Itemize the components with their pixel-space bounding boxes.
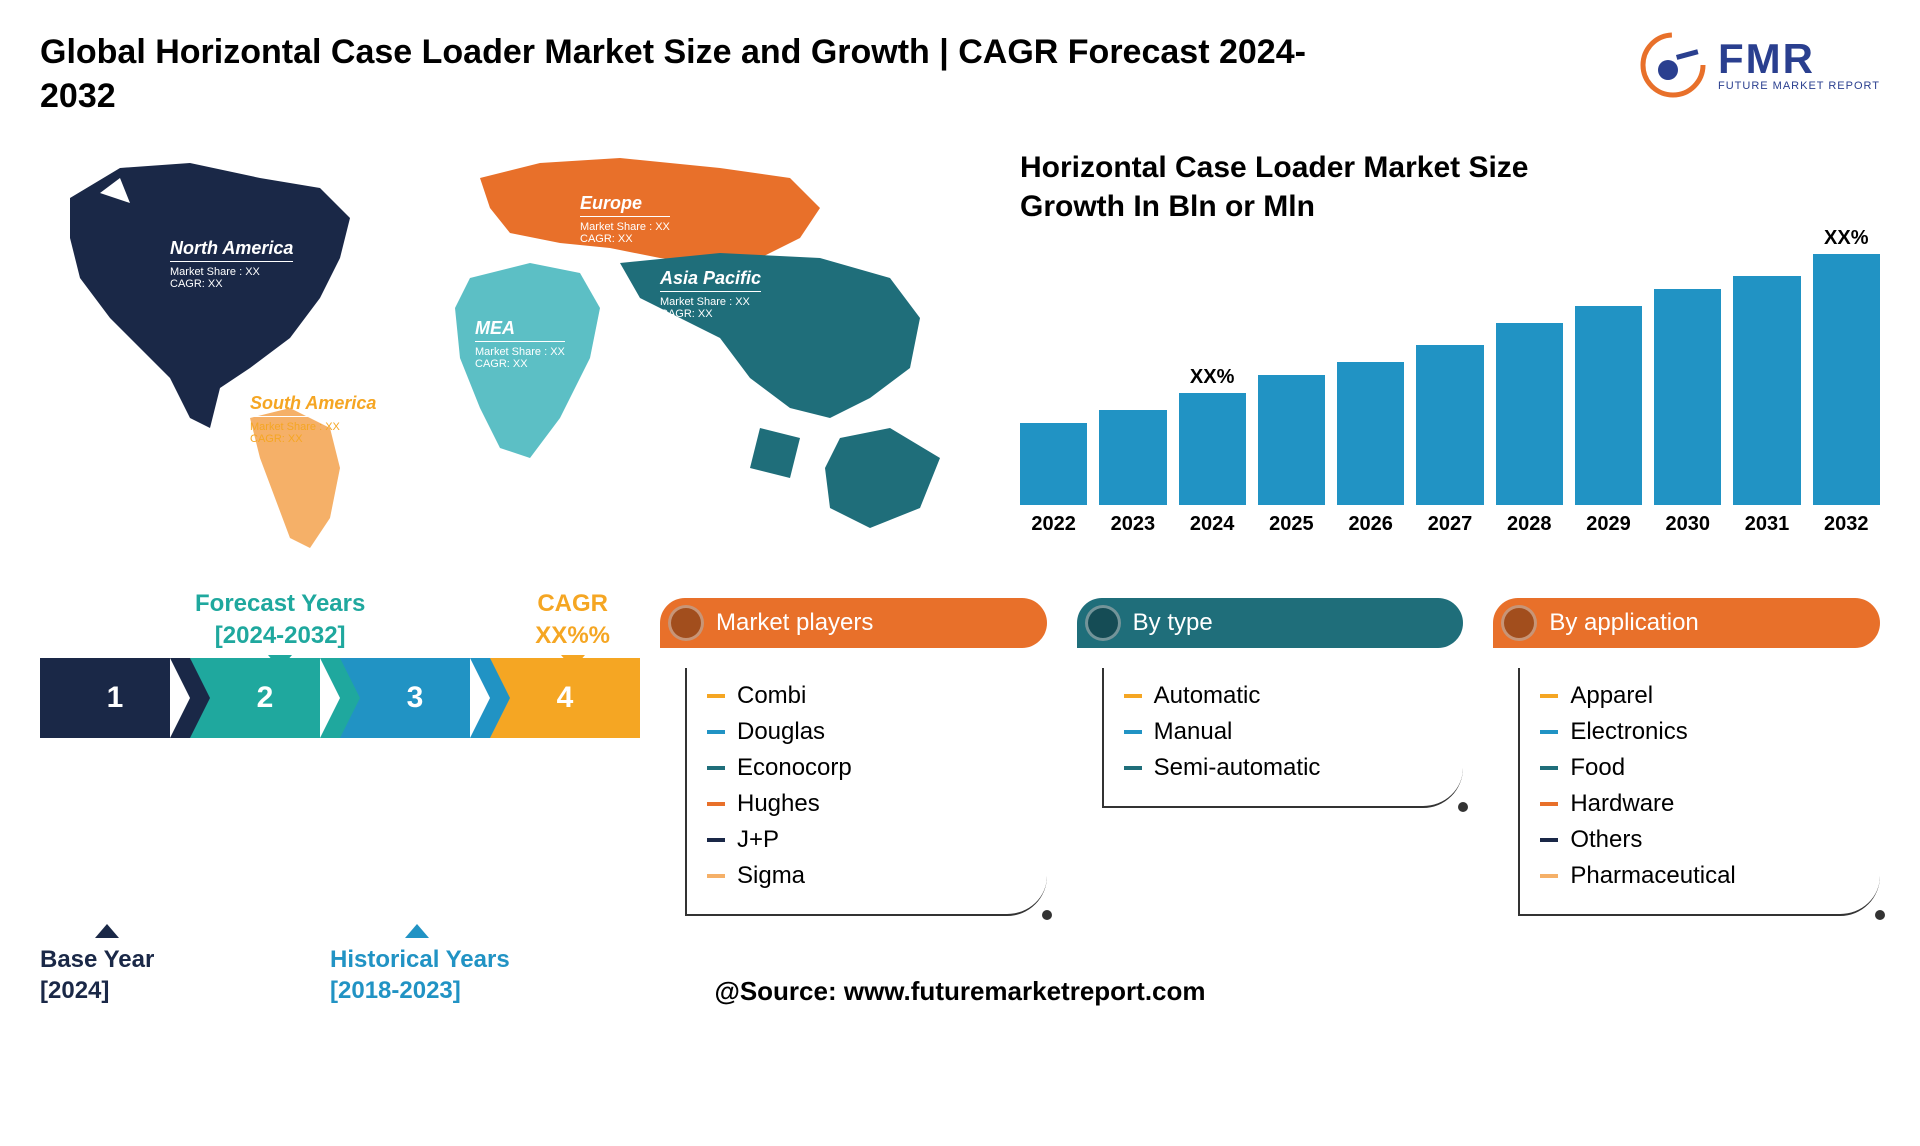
timeline-segment: 1 xyxy=(40,658,190,738)
bar: 2031 xyxy=(1733,276,1800,537)
list-item: Others xyxy=(1540,822,1880,858)
base-range: [2024] xyxy=(40,975,154,1006)
world-map: North AmericaMarket Share : XXCAGR: XX So… xyxy=(40,138,990,558)
bar: 2026 xyxy=(1337,362,1404,536)
category-header: By type xyxy=(1077,598,1464,648)
cagr-label: CAGR xyxy=(535,588,610,619)
bar: XX%2024 xyxy=(1179,393,1246,537)
bar: XX%2032 xyxy=(1813,254,1880,536)
bar: 2029 xyxy=(1575,306,1642,536)
bar: 2030 xyxy=(1654,289,1721,537)
source-text: @Source: www.futuremarketreport.com xyxy=(40,976,1880,1007)
list-item: Semi-automatic xyxy=(1124,750,1464,786)
list-item: Combi xyxy=(707,678,1047,714)
list-item: Sigma xyxy=(707,858,1047,894)
forecast-label: Forecast Years xyxy=(195,588,365,619)
timeline-segment: 2 xyxy=(190,658,340,738)
list-item: J+P xyxy=(707,822,1047,858)
forecast-range: [2024-2032] xyxy=(195,620,365,651)
logo-text-sub: FUTURE MARKET REPORT xyxy=(1718,80,1880,92)
category-header: Market players xyxy=(660,598,1047,648)
bar: 2025 xyxy=(1258,375,1325,536)
logo-icon xyxy=(1638,30,1708,100)
region-label: North AmericaMarket Share : XXCAGR: XX xyxy=(170,238,293,290)
list-item: Hughes xyxy=(707,786,1047,822)
category-column: By application ApparelElectronicsFoodHard… xyxy=(1493,598,1880,916)
region-label: Asia PacificMarket Share : XXCAGR: XX xyxy=(660,268,761,320)
page-title: Global Horizontal Case Loader Market Siz… xyxy=(40,30,1340,118)
list-item: Electronics xyxy=(1540,714,1880,750)
bar: 2027 xyxy=(1416,345,1483,536)
category-header: By application xyxy=(1493,598,1880,648)
region-label: MEAMarket Share : XXCAGR: XX xyxy=(475,318,565,370)
logo: FMR FUTURE MARKET REPORT xyxy=(1638,30,1880,100)
historical-label: Historical Years xyxy=(330,944,510,975)
region-label: South AmericaMarket Share : XXCAGR: XX xyxy=(250,393,376,445)
timeline-segment: 4 xyxy=(490,658,640,738)
bar: 2023 xyxy=(1099,410,1166,536)
bar: 2022 xyxy=(1020,423,1087,536)
timeline-segment: 3 xyxy=(340,658,490,738)
list-item: Automatic xyxy=(1124,678,1464,714)
list-item: Manual xyxy=(1124,714,1464,750)
list-item: Econocorp xyxy=(707,750,1047,786)
bar: 2028 xyxy=(1496,323,1563,536)
list-item: Food xyxy=(1540,750,1880,786)
list-item: Pharmaceutical xyxy=(1540,858,1880,894)
historical-range: [2018-2023] xyxy=(330,975,510,1006)
logo-text-main: FMR xyxy=(1718,38,1880,80)
timeline: Forecast Years [2024-2032] CAGR XX%% 123… xyxy=(40,598,640,916)
category-column: By type AutomaticManualSemi-automatic xyxy=(1077,598,1464,916)
base-label: Base Year xyxy=(40,944,154,975)
list-item: Apparel xyxy=(1540,678,1880,714)
list-item: Hardware xyxy=(1540,786,1880,822)
region-label: EuropeMarket Share : XXCAGR: XX xyxy=(580,193,670,245)
category-column: Market players CombiDouglasEconocorpHughe… xyxy=(660,598,1047,916)
chart-title: Horizontal Case Loader Market Size Growt… xyxy=(1020,148,1540,226)
cagr-value: XX%% xyxy=(535,620,610,651)
bar-chart: Horizontal Case Loader Market Size Growt… xyxy=(1020,138,1880,558)
list-item: Douglas xyxy=(707,714,1047,750)
